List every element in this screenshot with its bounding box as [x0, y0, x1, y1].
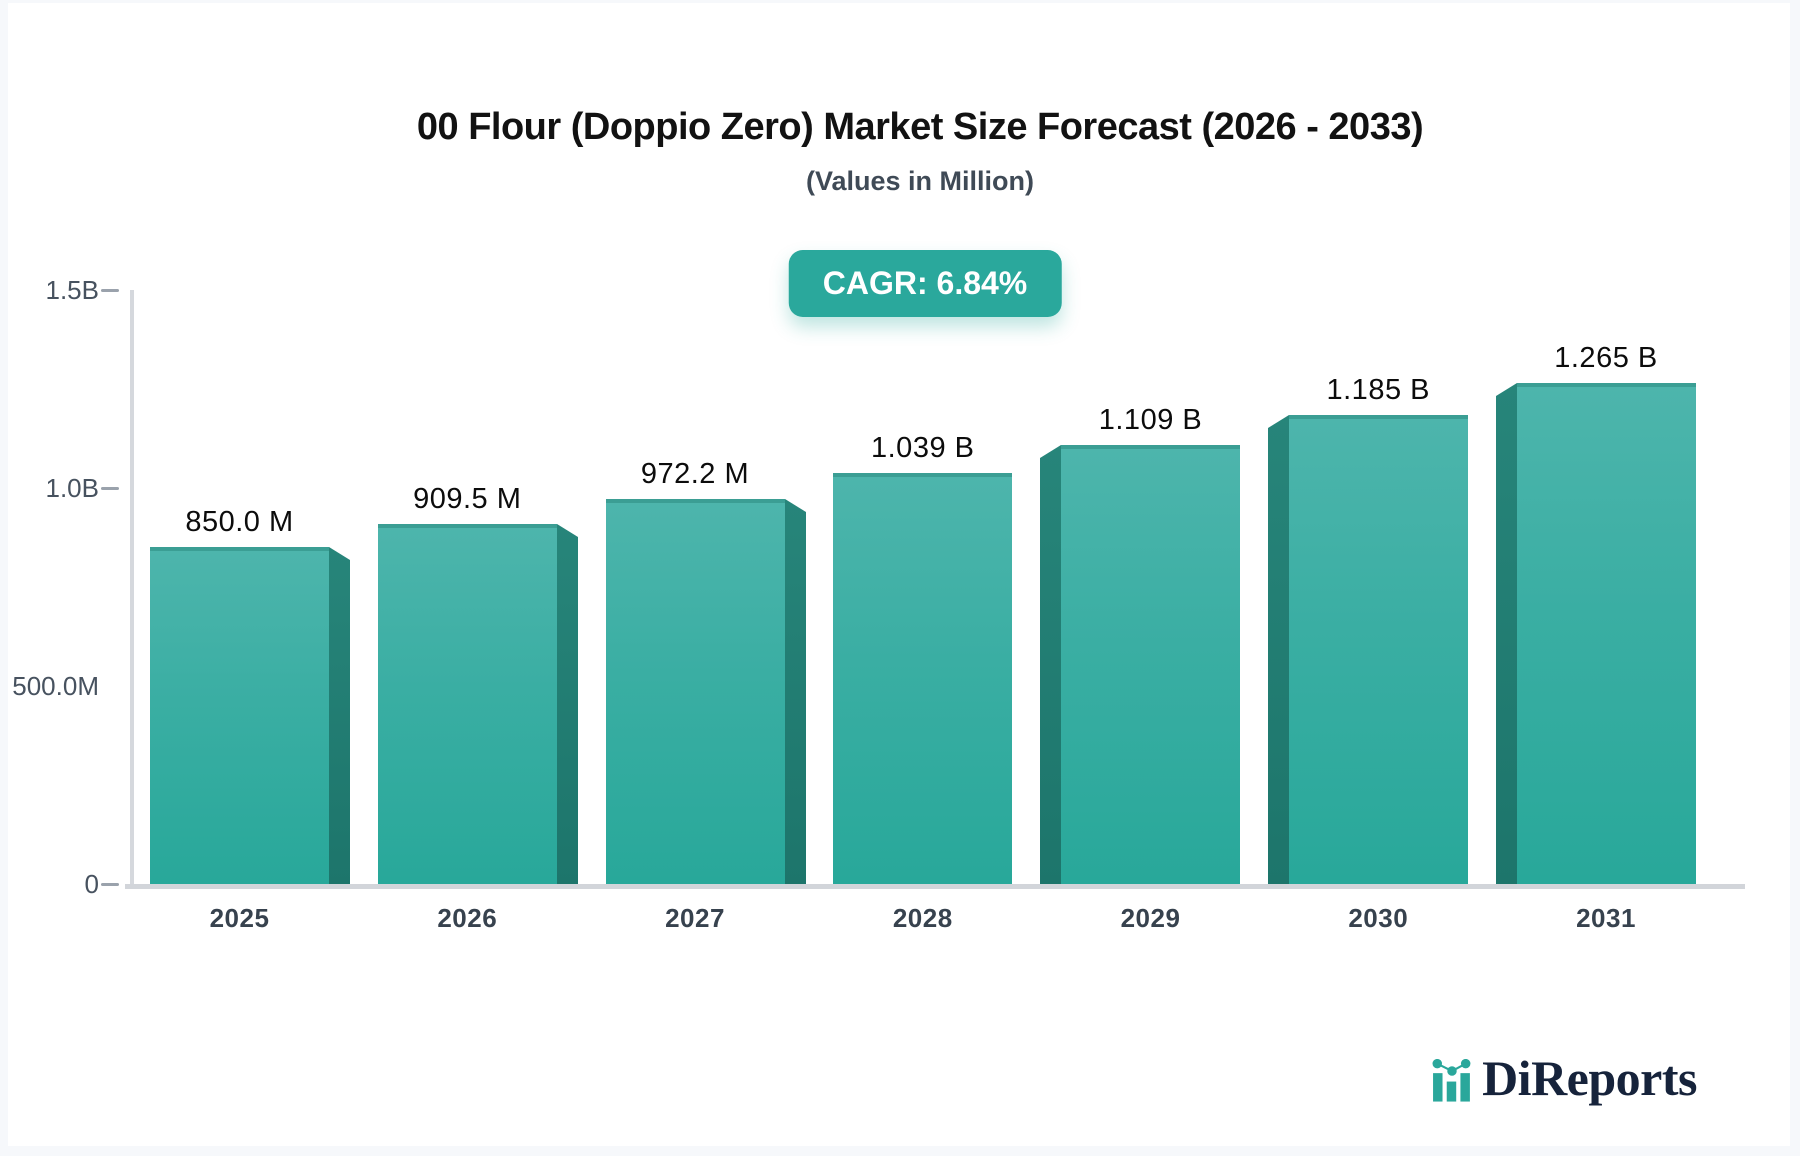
bar-2025: [150, 547, 329, 884]
bar-value-label-2031: 1.265 B: [1554, 342, 1658, 374]
bar-2027: [606, 499, 785, 884]
y-tick-label-0: 0: [84, 869, 99, 899]
cagr-badge: CAGR: 6.84%: [788, 250, 1062, 317]
bar-2031: [1517, 383, 1696, 884]
bar-value-label-2028: 1.039 B: [871, 432, 975, 464]
bar-value-label-2027: 972.2 M: [640, 458, 750, 490]
bar-2030-3d-side: [1268, 415, 1289, 884]
bar-2027-3d-side: [785, 499, 806, 884]
bar-2025-3d-side: [329, 547, 350, 884]
direports-logo-icon: [1432, 1059, 1471, 1102]
bar-2029: [1061, 445, 1240, 884]
bar-2029-3d-side: [1040, 445, 1061, 884]
y-tick-mark: [101, 289, 119, 292]
bar-2031-3d-side: [1496, 383, 1517, 884]
bar-value-label-2029: 1.109 B: [1098, 404, 1203, 436]
bar-2030: [1289, 415, 1468, 884]
x-axis-label-2030: 2030: [1348, 903, 1409, 933]
direports-logo-text: DiReports: [1482, 1050, 1697, 1106]
y-tick-label-1.0B: 1.0B: [45, 473, 100, 503]
y-axis-line: [130, 290, 134, 888]
x-axis-label-2029: 2029: [1120, 903, 1181, 933]
x-axis-label-2026: 2026: [437, 903, 498, 933]
bar-value-label-2030: 1.185 B: [1326, 374, 1430, 406]
chart-subtitle: (Values in Million): [805, 166, 1035, 196]
direports-watermark: DiReports: [1432, 1050, 1697, 1106]
bar-2026-3d-side: [557, 524, 578, 884]
x-axis-label-2031: 2031: [1576, 903, 1636, 933]
y-tick-mark: [101, 487, 119, 490]
bar-value-label-2025: 850.0 M: [185, 506, 294, 538]
bar-2026: [378, 524, 557, 884]
bar-value-label-2026: 909.5 M: [413, 483, 522, 515]
y-tick-label-500.0M: 500.0M: [12, 671, 99, 701]
x-axis-label-2025: 2025: [209, 903, 270, 933]
x-axis-label-2028: 2028: [892, 903, 953, 933]
y-tick-label-1.5B: 1.5B: [45, 275, 100, 305]
y-tick-mark: [101, 883, 119, 886]
x-axis-label-2027: 2027: [665, 903, 725, 933]
bar-2028: [833, 473, 1012, 884]
chart-title: 00 Flour (Doppio Zero) Market Size Forec…: [416, 106, 1424, 148]
x-axis-line: [125, 884, 1745, 889]
